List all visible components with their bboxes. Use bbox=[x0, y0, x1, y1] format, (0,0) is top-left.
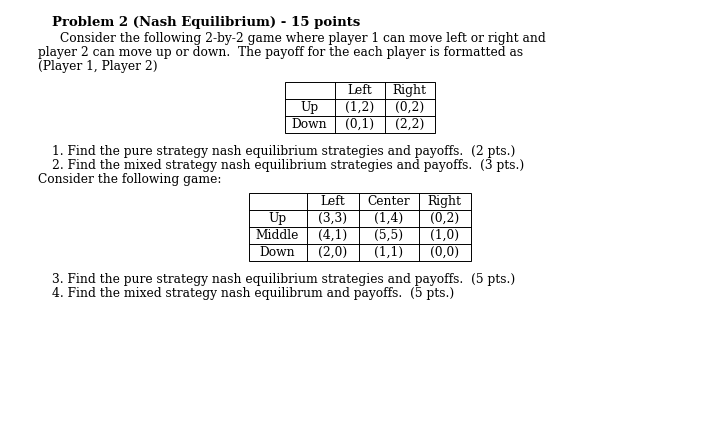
Text: Middle: Middle bbox=[256, 229, 299, 242]
Text: Consider the following game:: Consider the following game: bbox=[38, 173, 221, 186]
Text: Left: Left bbox=[347, 84, 372, 97]
Text: Left: Left bbox=[320, 195, 345, 208]
Text: (Player 1, Player 2): (Player 1, Player 2) bbox=[38, 60, 157, 73]
Text: (4,1): (4,1) bbox=[318, 229, 347, 242]
Text: Up: Up bbox=[301, 101, 319, 114]
Text: (1,2): (1,2) bbox=[345, 101, 374, 114]
Text: (1,1): (1,1) bbox=[374, 246, 403, 259]
Bar bbox=[249, 193, 470, 261]
Text: player 2 can move up or down.  The payoff for the each player is formatted as: player 2 can move up or down. The payoff… bbox=[38, 46, 523, 59]
Text: (2,0): (2,0) bbox=[318, 246, 347, 259]
Text: Consider the following 2-by-2 game where player 1 can move left or right and: Consider the following 2-by-2 game where… bbox=[60, 32, 546, 45]
Text: 4. Find the mixed strategy nash equilibrum and payoffs.  (5 pts.): 4. Find the mixed strategy nash equilibr… bbox=[52, 287, 454, 300]
Text: 3. Find the pure strategy nash equilibrium strategies and payoffs.  (5 pts.): 3. Find the pure strategy nash equilibri… bbox=[52, 273, 516, 286]
Text: Right: Right bbox=[428, 195, 462, 208]
Text: Up: Up bbox=[268, 212, 287, 225]
Text: Problem 2 (Nash Equilibrium) - 15 points: Problem 2 (Nash Equilibrium) - 15 points bbox=[52, 16, 360, 29]
Text: (1,4): (1,4) bbox=[374, 212, 403, 225]
Text: 2. Find the mixed strategy nash equilibrium strategies and payoffs.  (3 pts.): 2. Find the mixed strategy nash equilibr… bbox=[52, 159, 524, 172]
Text: (0,0): (0,0) bbox=[430, 246, 459, 259]
Text: Down: Down bbox=[292, 118, 327, 131]
Text: Right: Right bbox=[393, 84, 426, 97]
Text: (2,2): (2,2) bbox=[395, 118, 424, 131]
Text: Center: Center bbox=[367, 195, 410, 208]
Text: (1,0): (1,0) bbox=[430, 229, 459, 242]
Bar bbox=[285, 82, 434, 133]
Text: (3,3): (3,3) bbox=[318, 212, 347, 225]
Text: Down: Down bbox=[260, 246, 296, 259]
Text: (0,2): (0,2) bbox=[395, 101, 424, 114]
Text: (0,2): (0,2) bbox=[430, 212, 459, 225]
Text: 1. Find the pure strategy nash equilibrium strategies and payoffs.  (2 pts.): 1. Find the pure strategy nash equilibri… bbox=[52, 145, 516, 158]
Text: (5,5): (5,5) bbox=[374, 229, 403, 242]
Text: (0,1): (0,1) bbox=[345, 118, 374, 131]
